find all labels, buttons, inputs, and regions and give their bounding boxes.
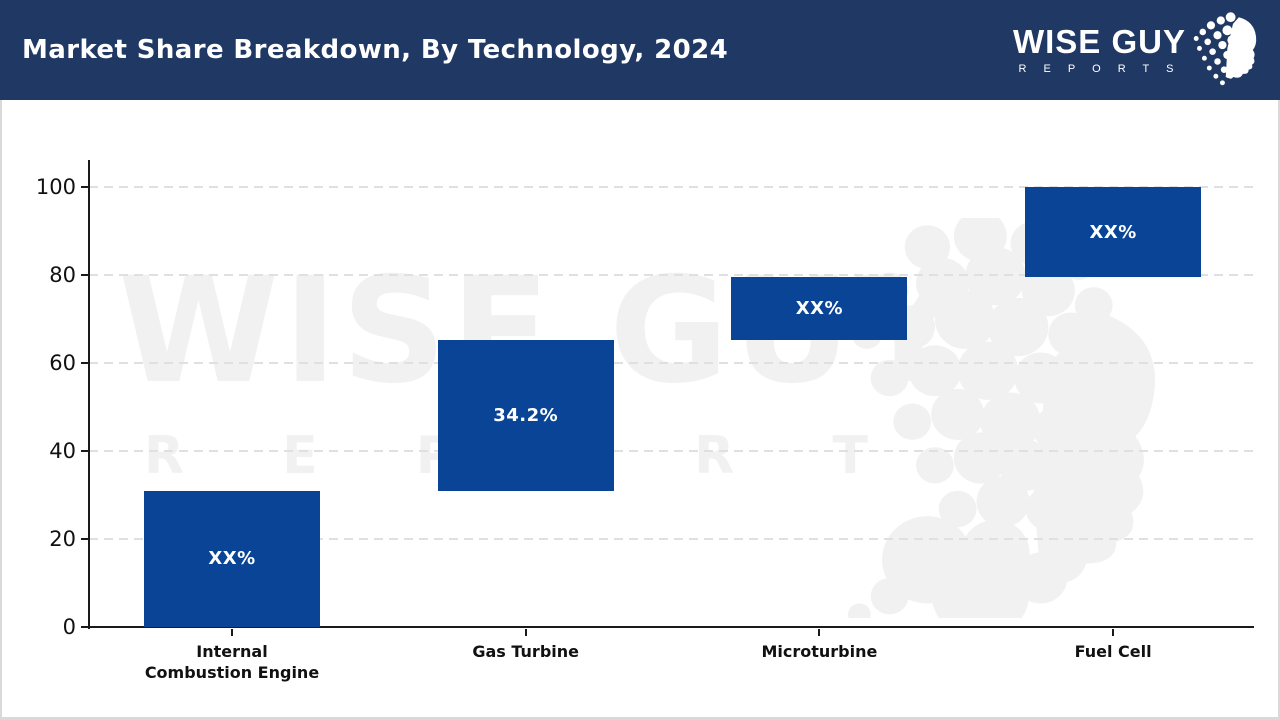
y-tick-mark [81,186,89,188]
header-banner: Market Share Breakdown, By Technology, 2… [0,0,1280,100]
y-tick-mark [81,450,89,452]
x-category-label: Gas Turbine [396,641,656,662]
y-tick-label: 40 [49,439,76,463]
x-category-label-line: Fuel Cell [1074,642,1152,661]
y-tick-label: 20 [49,527,76,551]
gridline-60 [89,362,1254,364]
logo-name-text: WISE GUY [1012,23,1186,60]
x-tick-mark [818,629,821,636]
bar-value-label: XX% [208,548,256,570]
x-category-label: Microturbine [689,641,949,662]
x-category-label: Fuel Cell [983,641,1243,662]
x-category-label: Internal Combustion Engine [102,641,362,683]
x-category-label-line: Gas Turbine [472,642,579,661]
waterfall-bar: XX% [144,490,320,627]
waterfall-bar: XX% [1025,187,1202,278]
bar-value-label: XX% [1089,221,1137,243]
y-tick-mark [81,626,89,628]
bar-value-label: XX% [795,298,844,320]
waterfall-chart: 0 20 40 60 80 100 XX% Internal Combustion Engine… [2,100,1278,717]
x-tick-mark [524,629,527,636]
x-category-label-line: Combustion Engine [144,663,320,682]
gridline-40 [89,450,1254,452]
gridline-80 [89,274,1254,276]
waterfall-bar: XX% [731,277,908,341]
y-tick-label: 60 [49,351,76,375]
y-tick-label: 0 [62,615,76,639]
chart-canvas: WISE GUY R E P O R T S 020406080100XX%In… [0,100,1280,720]
bar-value-label: 34.2% [493,404,559,426]
y-axis-line [88,160,90,629]
x-tick-mark [1112,629,1115,636]
chart-title: Market Share Breakdown, By Technology, 2… [22,35,729,65]
logo-face-icon [1193,12,1257,86]
y-tick-label: 100 [35,175,76,199]
logo-subtitle-text: R E P O R T S [1018,63,1181,75]
y-tick-mark [81,362,89,364]
gridline-20 [89,538,1254,540]
x-tick-mark [231,629,233,636]
logo-wordmark: WISE GUY R E P O R T S [1013,25,1186,75]
x-category-label-line: Internal [196,642,268,661]
y-tick-mark [81,274,89,276]
wise-guy-logo: WISE GUY R E P O R T S [1013,8,1270,92]
x-category-label-line: Microturbine [761,642,878,661]
gridline-100 [89,186,1254,188]
y-tick-label: 80 [49,263,76,287]
x-axis-line [88,626,1254,628]
waterfall-bar: 34.2% [437,340,614,491]
y-tick-mark [81,538,89,540]
